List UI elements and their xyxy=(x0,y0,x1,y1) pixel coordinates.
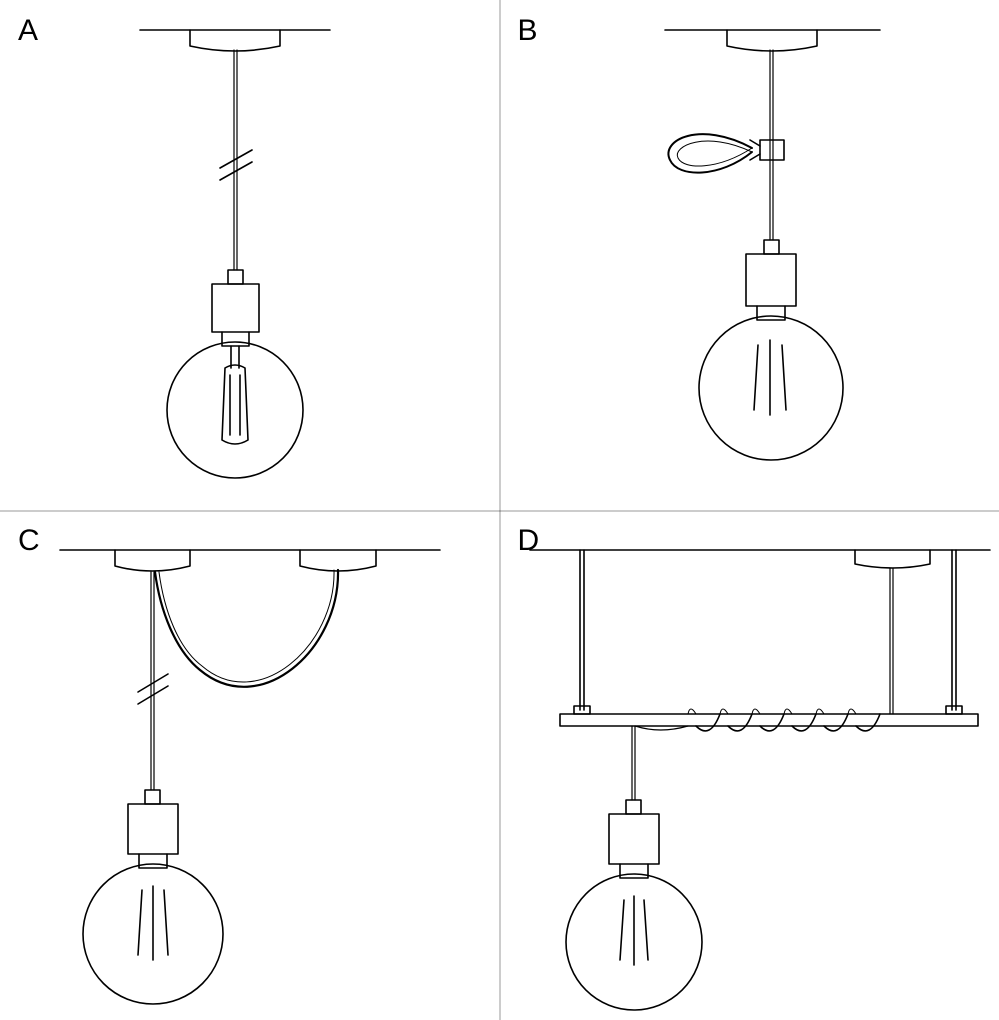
panel-d: D xyxy=(500,510,999,1020)
panel-c: C xyxy=(0,510,500,1020)
panel-b: B xyxy=(500,0,999,510)
diagram-a xyxy=(0,0,499,510)
diagram-b xyxy=(500,0,999,510)
diagram-c xyxy=(0,510,499,1020)
diagram-d xyxy=(500,510,999,1020)
grid-divider-horizontal xyxy=(0,510,999,512)
panel-a: A xyxy=(0,0,500,510)
